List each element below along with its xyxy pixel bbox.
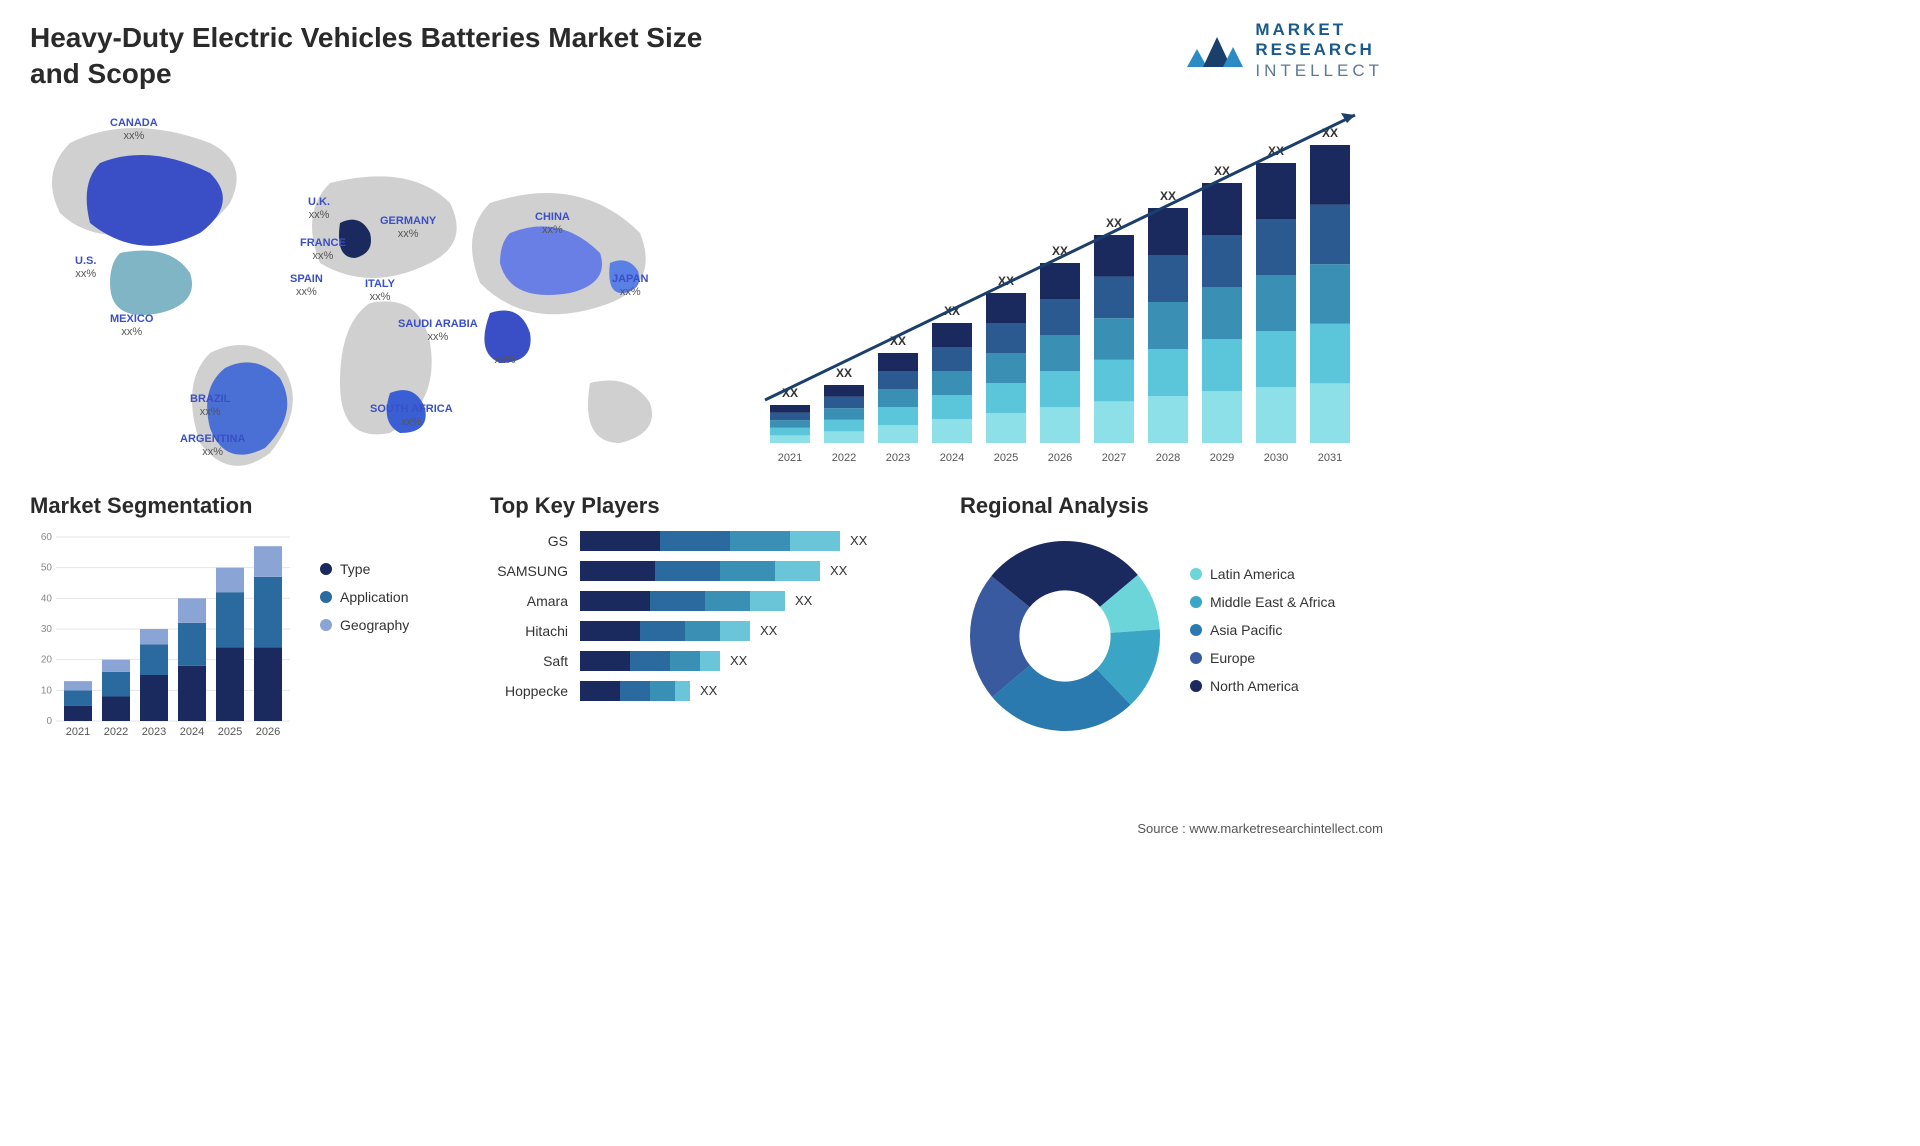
segmentation-title: Market Segmentation: [30, 493, 460, 519]
player-row: Hitachi XX: [490, 621, 930, 641]
regional-title: Regional Analysis: [960, 493, 1383, 519]
map-label-canada: CANADAxx%: [110, 117, 158, 143]
svg-text:2021: 2021: [66, 726, 90, 738]
logo-icon: [1185, 27, 1245, 75]
player-name: Saft: [490, 653, 580, 669]
map-label-mexico: MEXICOxx%: [110, 313, 153, 339]
map-label-india: INDIAxx%: [490, 341, 520, 367]
growth-year-label: 2026: [1048, 452, 1072, 464]
player-value: XX: [850, 533, 867, 548]
growth-year-label: 2030: [1264, 452, 1288, 464]
logo-text-1: MARKET: [1255, 20, 1383, 40]
player-name: Amara: [490, 593, 580, 609]
regional-panel: Regional Analysis Latin America Middle Ea…: [960, 493, 1383, 761]
seg-legend-item: Type: [320, 561, 460, 577]
map-label-u-k-: U.K.xx%: [308, 196, 330, 222]
svg-text:2023: 2023: [142, 726, 166, 738]
map-label-u-s-: U.S.xx%: [75, 255, 96, 281]
player-value: XX: [700, 683, 717, 698]
regional-legend-item: Europe: [1190, 650, 1383, 666]
map-label-italy: ITALYxx%: [365, 278, 395, 304]
player-row: Amara XX: [490, 591, 930, 611]
map-label-japan: JAPANxx%: [612, 273, 648, 299]
svg-text:20: 20: [41, 654, 53, 665]
regional-legend-item: Latin America: [1190, 566, 1383, 582]
growth-year-label: 2028: [1156, 452, 1180, 464]
player-row: Saft XX: [490, 651, 930, 671]
player-row: SAMSUNG XX: [490, 561, 930, 581]
player-name: SAMSUNG: [490, 563, 580, 579]
map-label-china: CHINAxx%: [535, 211, 570, 237]
logo-text-2: RESEARCH: [1255, 40, 1383, 60]
player-name: Hitachi: [490, 623, 580, 639]
logo-text-3: INTELLECT: [1255, 61, 1383, 81]
growth-year-label: 2025: [994, 452, 1018, 464]
world-map-panel: CANADAxx% U.S.xx% MEXICOxx% BRAZILxx% ARGENT…: [30, 103, 710, 483]
segmentation-panel: Market Segmentation 0 10 20 30 40 50 60 2021 202…: [30, 493, 460, 761]
player-value: XX: [795, 593, 812, 608]
svg-text:2026: 2026: [256, 726, 280, 738]
player-value: XX: [730, 653, 747, 668]
seg-legend-item: Geography: [320, 617, 460, 633]
regional-legend-item: Middle East & Africa: [1190, 594, 1383, 610]
svg-text:0: 0: [46, 716, 52, 727]
map-label-argentina: ARGENTINAxx%: [180, 433, 245, 459]
map-label-saudi-arabia: SAUDI ARABIAxx%: [398, 318, 478, 344]
svg-text:2025: 2025: [218, 726, 242, 738]
svg-text:30: 30: [41, 624, 53, 635]
source-text: Source : www.marketresearchintellect.com: [1137, 821, 1383, 836]
map-label-spain: SPAINxx%: [290, 273, 323, 299]
regional-legend-item: North America: [1190, 678, 1383, 694]
brand-logo: MARKET RESEARCH INTELLECT: [1185, 20, 1383, 81]
growth-year-label: 2021: [778, 452, 802, 464]
map-label-brazil: BRAZILxx%: [190, 393, 230, 419]
player-row: Hoppecke XX: [490, 681, 930, 701]
regional-legend-item: Asia Pacific: [1190, 622, 1383, 638]
page-title: Heavy-Duty Electric Vehicles Batteries M…: [30, 20, 730, 93]
growth-year-label: 2029: [1210, 452, 1234, 464]
growth-year-label: 2022: [832, 452, 856, 464]
growth-year-label: 2031: [1318, 452, 1342, 464]
growth-year-label: 2024: [940, 452, 964, 464]
map-label-germany: GERMANYxx%: [380, 215, 436, 241]
player-name: Hoppecke: [490, 683, 580, 699]
player-row: GS XX: [490, 531, 930, 551]
map-label-france: FRANCExx%: [300, 237, 346, 263]
seg-legend-item: Application: [320, 589, 460, 605]
growth-year-label: 2027: [1102, 452, 1126, 464]
growth-chart: 2021XX2022XX2023XX2024XX2025XX2026XX2027…: [750, 103, 1390, 483]
svg-text:50: 50: [41, 562, 53, 573]
players-panel: Top Key Players GSXXSAMSUNGXXAmaraXXHita…: [490, 493, 930, 761]
svg-text:2022: 2022: [104, 726, 128, 738]
player-value: XX: [760, 623, 777, 638]
map-label-south-africa: SOUTH AFRICAxx%: [370, 403, 453, 429]
svg-text:10: 10: [41, 685, 53, 696]
growth-bar-value: XX: [836, 366, 852, 380]
svg-text:40: 40: [41, 593, 53, 604]
svg-text:2024: 2024: [180, 726, 204, 738]
players-title: Top Key Players: [490, 493, 930, 519]
player-name: GS: [490, 533, 580, 549]
player-value: XX: [830, 563, 847, 578]
growth-year-label: 2023: [886, 452, 910, 464]
svg-text:60: 60: [41, 532, 53, 543]
growth-bar-value: XX: [1160, 189, 1176, 203]
